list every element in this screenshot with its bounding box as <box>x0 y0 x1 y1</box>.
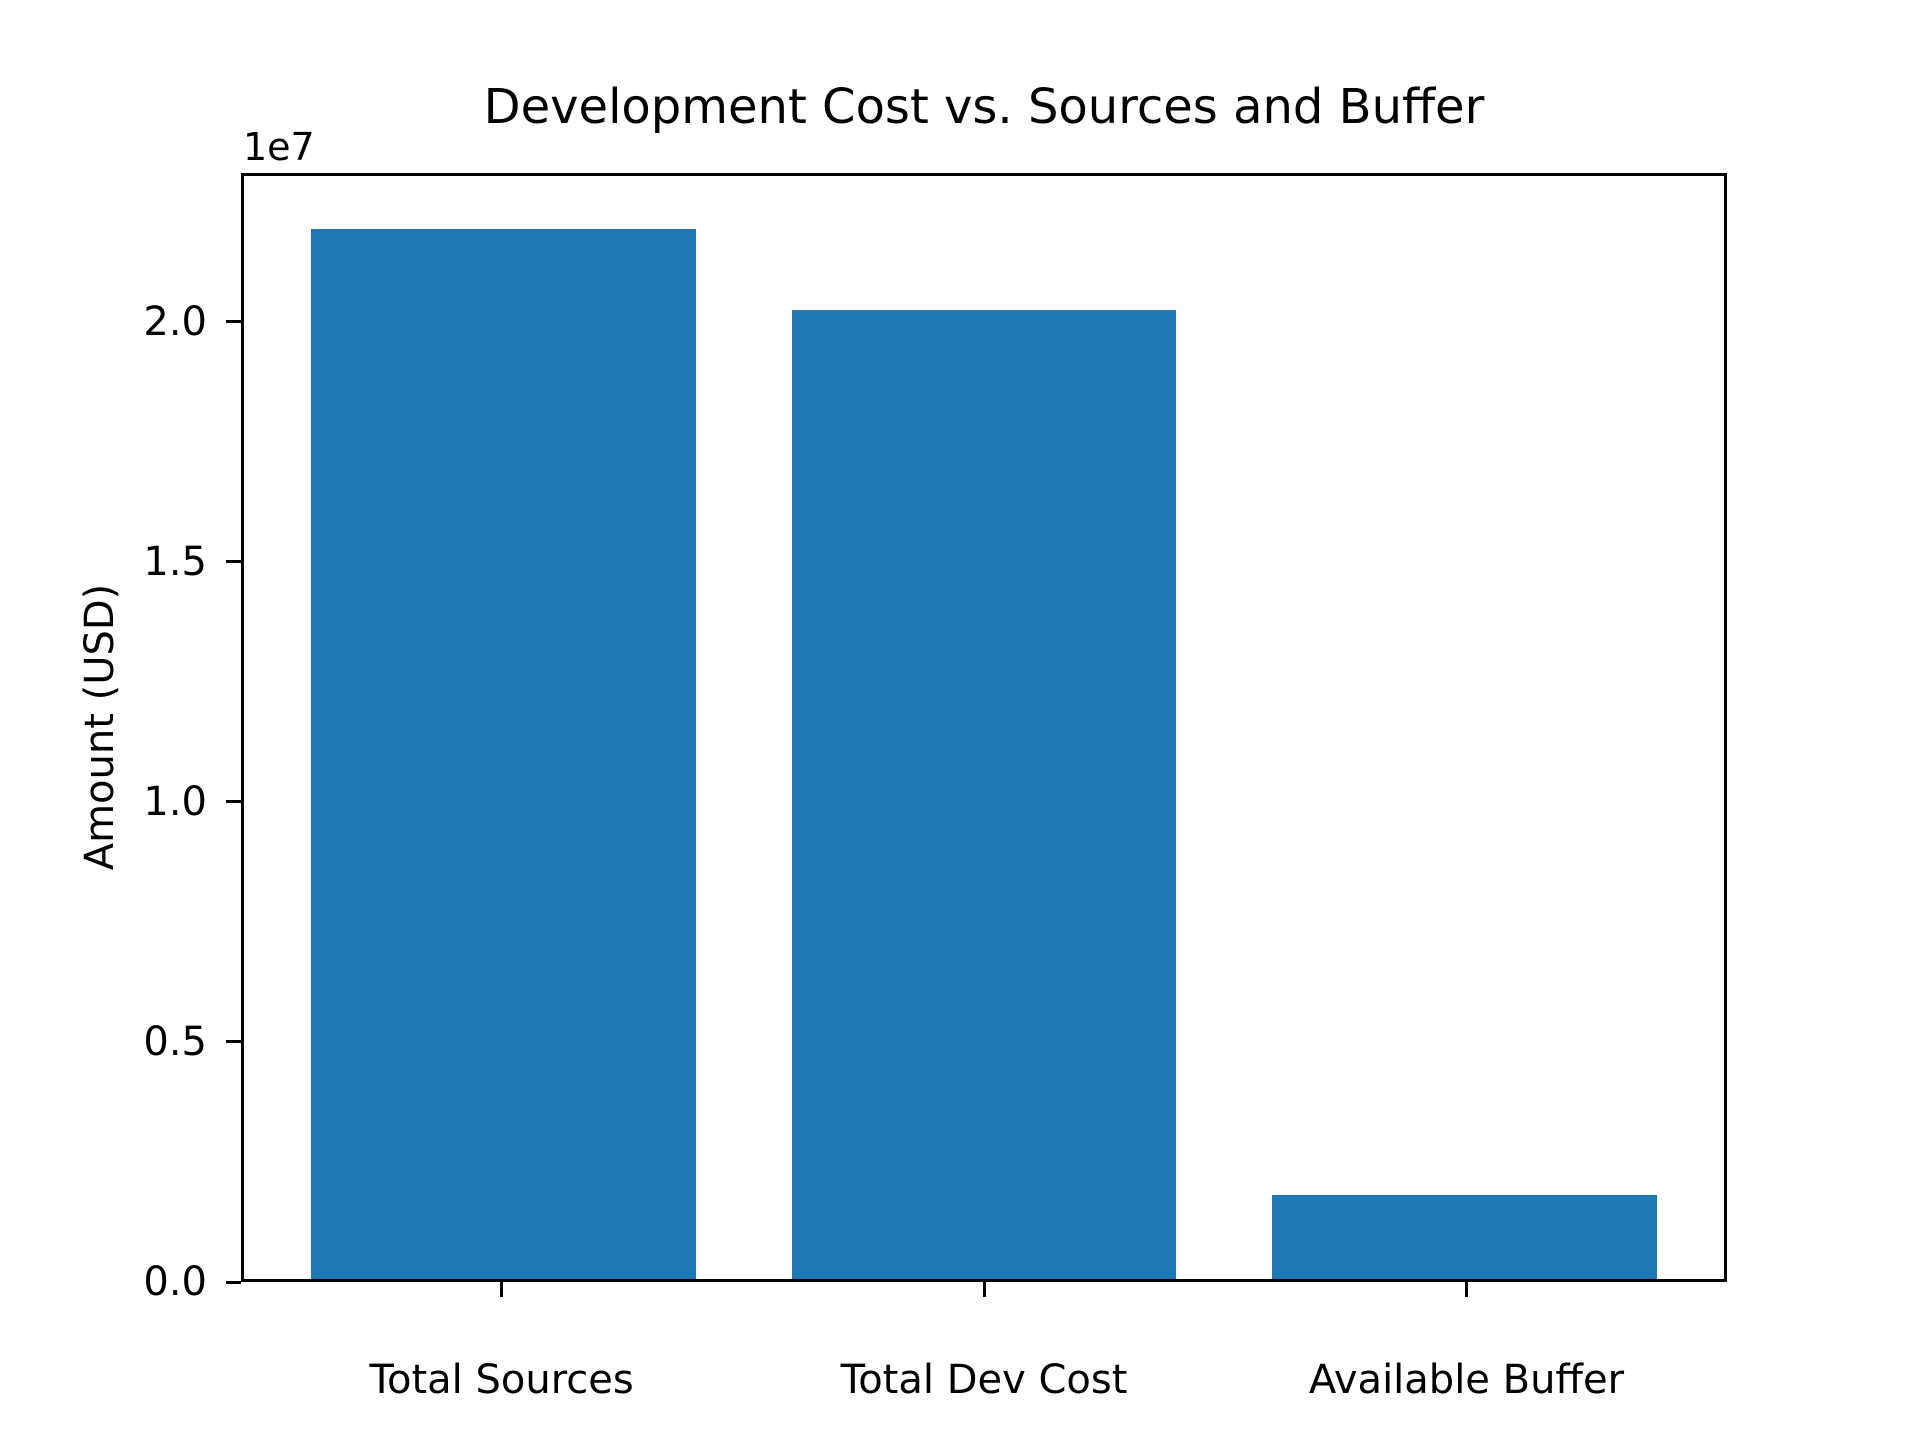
chart-title: Development Cost vs. Sources and Buffer <box>483 79 1485 135</box>
bar-available-buffer <box>1272 1195 1657 1279</box>
y-tick-label: 1.0 <box>143 778 207 825</box>
y-tick-mark <box>226 800 241 804</box>
y-tick-mark <box>226 1280 241 1284</box>
y-tick-mark <box>226 1040 241 1044</box>
x-tick-mark <box>500 1282 504 1297</box>
bar-total-sources <box>311 228 696 1279</box>
y-axis-offset-label: 1e7 <box>243 125 315 169</box>
y-tick-label: 1.5 <box>143 538 207 585</box>
x-tick-label-total-dev-cost: Total Dev Cost <box>840 1357 1128 1403</box>
x-tick-label-available-buffer: Available Buffer <box>1308 1357 1625 1403</box>
x-tick-mark <box>982 1282 986 1297</box>
y-tick-label: 0.0 <box>143 1259 207 1305</box>
y-axis-label: Amount (USD) <box>77 583 123 871</box>
x-tick-mark <box>1464 1282 1468 1297</box>
x-tick-label-total-sources: Total Sources <box>369 1357 634 1403</box>
y-tick-label: 0.5 <box>143 1018 207 1065</box>
bar-total-dev-cost <box>791 309 1177 1279</box>
y-tick-mark <box>226 320 241 324</box>
plot-area <box>241 173 1727 1282</box>
y-tick-label: 2.0 <box>143 298 207 345</box>
y-tick-mark <box>226 560 241 564</box>
